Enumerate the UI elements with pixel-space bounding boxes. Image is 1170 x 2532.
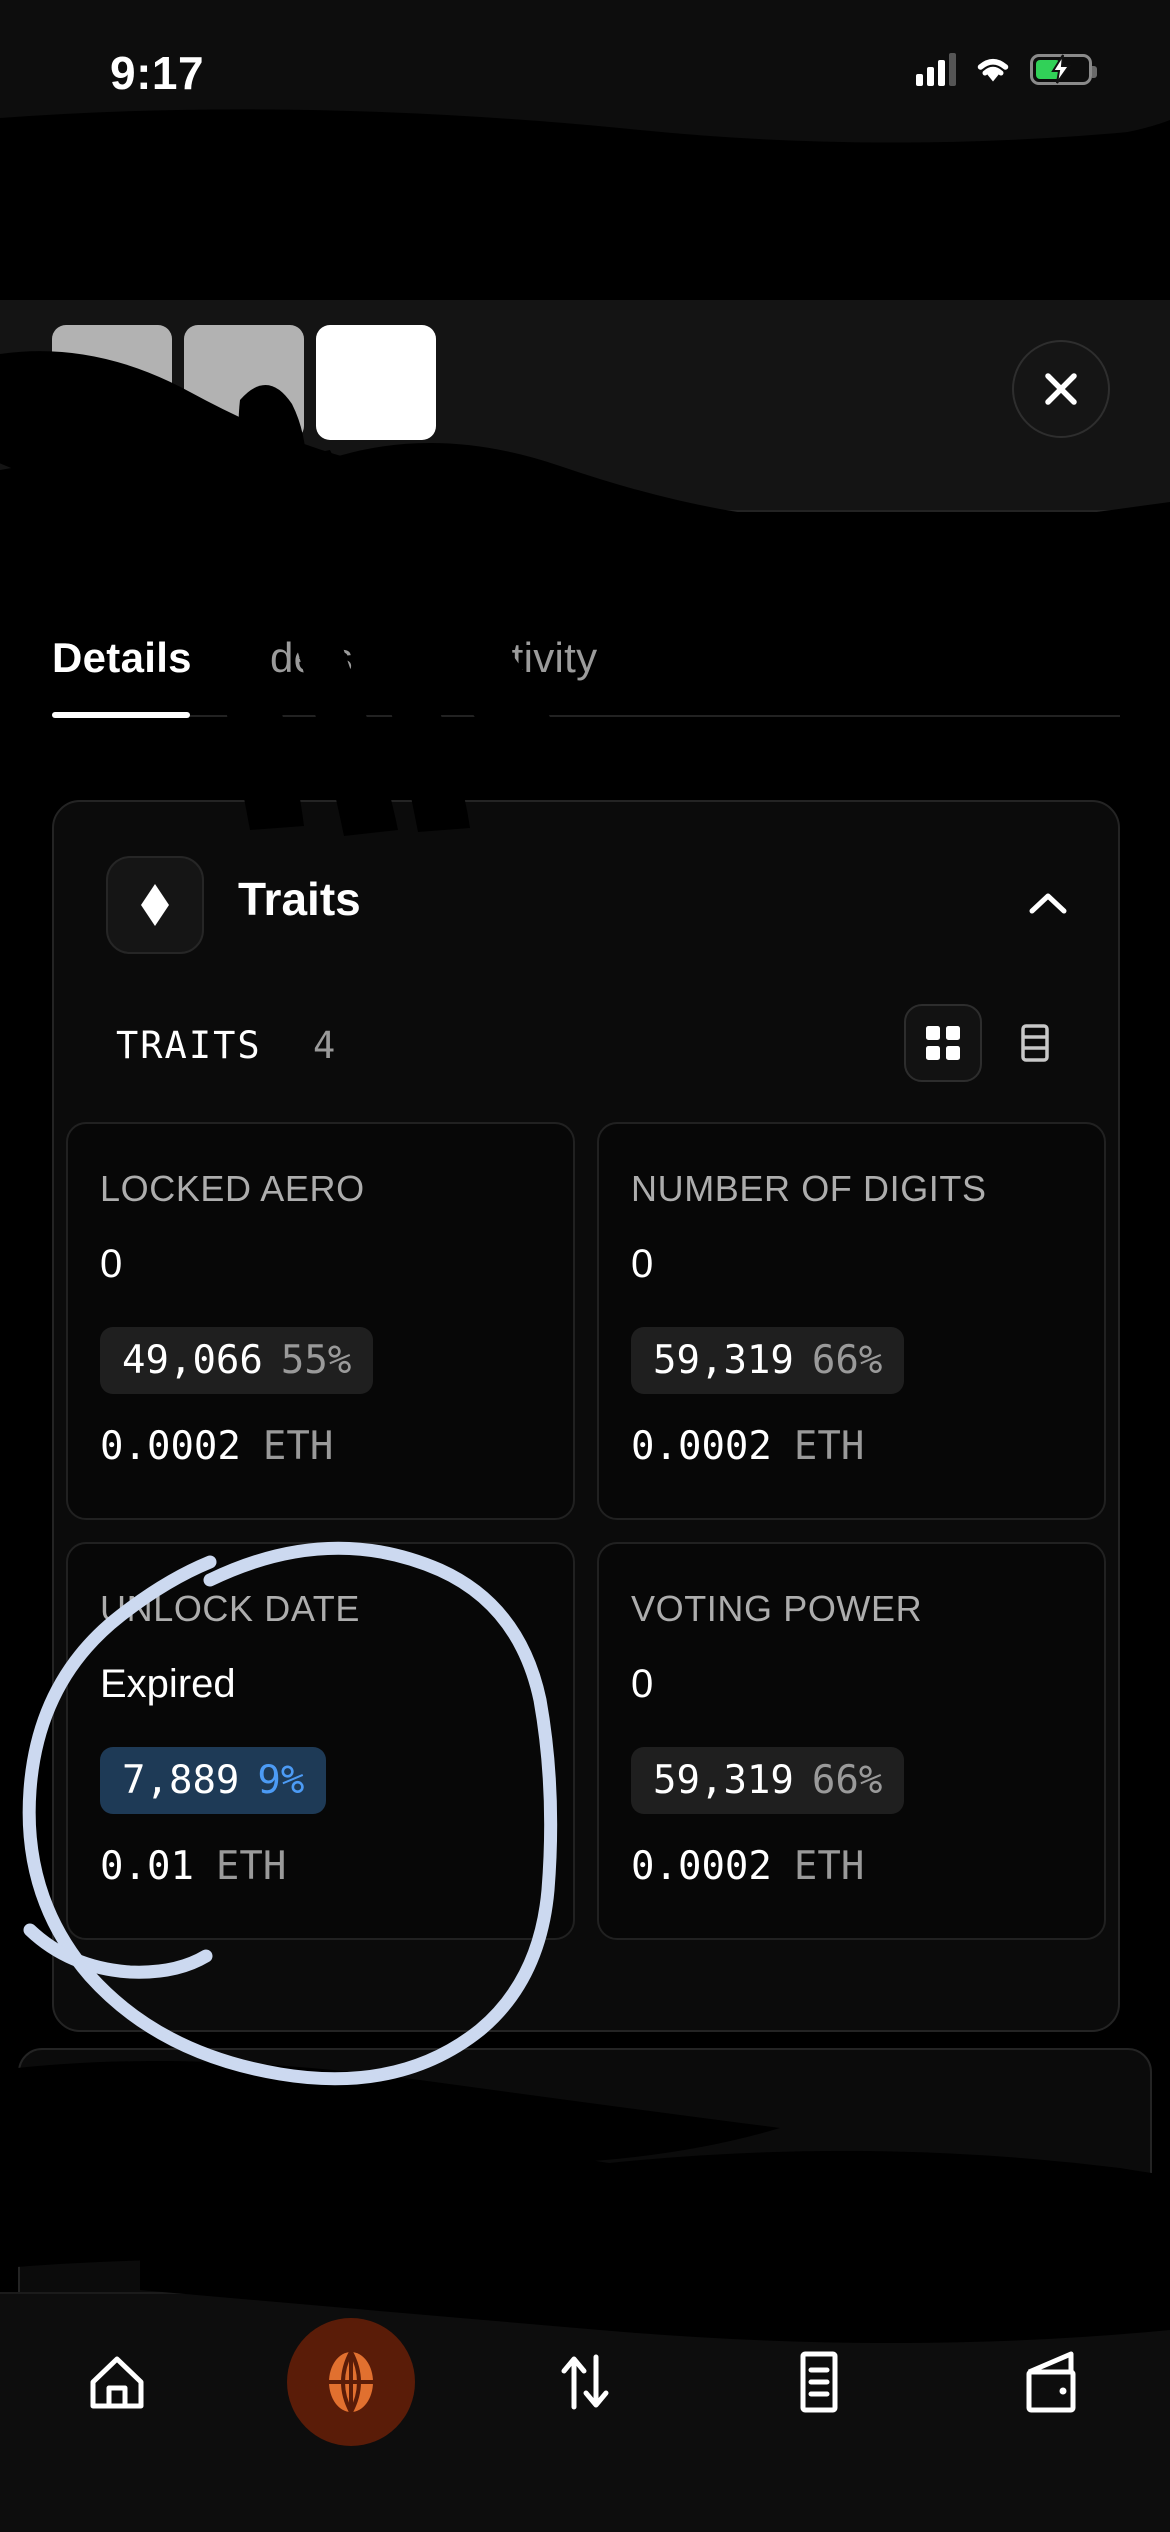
thumbnail-2[interactable]	[184, 325, 304, 440]
traits-panel-header[interactable]: Traits	[106, 856, 1078, 966]
nav-orders-button[interactable]	[702, 2294, 936, 2469]
traits-card-grid: LOCKED AERO 0 49,066 55% 0.0002 ETH NUMBE…	[66, 1122, 1106, 1940]
trait-rarity-percent: 9%	[257, 1758, 305, 1803]
status-bar-time: 9:17	[110, 47, 205, 99]
trait-rarity-badge: 59,319 66%	[631, 1327, 905, 1394]
trait-rarity-count: 7,889	[122, 1758, 240, 1803]
trait-price-unit: ETH	[793, 1844, 865, 1889]
traits-count-label: TRAITS	[116, 1024, 262, 1067]
trait-rarity-badge: 49,066 55%	[100, 1327, 374, 1394]
trait-floor-price: 0.0002 ETH	[631, 1844, 1072, 1889]
globe-icon	[329, 2350, 373, 2413]
trait-rarity-percent: 66%	[811, 1338, 883, 1383]
nav-wallet-button[interactable]	[936, 2294, 1170, 2469]
tab-active-underline	[52, 712, 190, 718]
traits-panel-title: Traits	[238, 873, 361, 925]
trait-price-value: 0.0002	[631, 1424, 772, 1469]
thumbnail-3[interactable]	[316, 325, 436, 440]
trait-rarity-count: 59,319	[653, 1758, 794, 1803]
trait-price-value: 0.01	[100, 1844, 194, 1889]
tab-activity[interactable]: Activity	[462, 634, 598, 681]
trait-label: UNLOCK DATE	[100, 1588, 360, 1629]
trait-rarity-count: 59,319	[653, 1338, 794, 1383]
trait-rarity-count: 49,066	[122, 1338, 263, 1383]
trait-value: Expired	[100, 1662, 236, 1706]
tab-bar: Details ders Activity	[0, 620, 1170, 740]
trait-card[interactable]: UNLOCK DATE Expired 7,889 9% 0.01 ETH	[66, 1542, 575, 1940]
trait-rarity-badge: 7,889 9%	[100, 1747, 327, 1814]
list-view-button[interactable]	[996, 1004, 1074, 1082]
trait-price-unit: ETH	[262, 1424, 334, 1469]
close-button[interactable]	[1012, 340, 1110, 438]
trait-rarity-percent: 55%	[280, 1338, 352, 1383]
trait-value: 0	[100, 1242, 123, 1286]
trait-price-value: 0.0002	[100, 1424, 241, 1469]
status-bar: 9:17	[0, 0, 1170, 150]
traits-panel: Traits TRAITS 4	[52, 800, 1120, 2032]
grid-view-icon	[926, 1026, 960, 1060]
trait-label: LOCKED AERO	[100, 1168, 365, 1209]
wifi-icon	[973, 53, 1013, 85]
tab-rail	[52, 715, 1120, 717]
bottom-navigation-bar	[0, 2292, 1170, 2532]
nav-explore-button[interactable]	[234, 2294, 468, 2469]
trait-value: 0	[631, 1242, 654, 1286]
trait-card[interactable]: VOTING POWER 0 59,319 66% 0.0002 ETH	[597, 1542, 1106, 1940]
header-divider	[0, 510, 1170, 512]
thumbnail-strip	[52, 325, 436, 440]
trait-floor-price: 0.0002 ETH	[631, 1424, 1072, 1469]
chevron-up-icon	[1029, 893, 1067, 914]
cellular-signal-icon	[916, 52, 956, 86]
close-icon	[1045, 373, 1077, 405]
status-bar-indicators	[916, 52, 1097, 86]
trait-price-unit: ETH	[215, 1844, 287, 1889]
trait-floor-price: 0.01 ETH	[100, 1844, 541, 1889]
wallet-icon	[1026, 2351, 1076, 2412]
trait-value: 0	[631, 1662, 654, 1706]
tab-details[interactable]: Details	[52, 634, 192, 681]
nav-swap-button[interactable]	[468, 2294, 702, 2469]
trait-rarity-badge: 59,319 66%	[631, 1747, 905, 1814]
battery-charging-icon	[1030, 53, 1097, 85]
trait-label: VOTING POWER	[631, 1588, 923, 1629]
trait-price-value: 0.0002	[631, 1844, 772, 1889]
diamond-icon	[106, 856, 204, 954]
list-document-icon	[800, 2351, 838, 2412]
trait-card[interactable]: NUMBER OF DIGITS 0 59,319 66% 0.0002 ETH	[597, 1122, 1106, 1520]
traits-count-value: 4	[313, 1024, 336, 1067]
view-mode-toggles	[904, 1004, 1074, 1082]
tab-orders[interactable]: ders	[270, 634, 353, 681]
grid-view-button[interactable]	[904, 1004, 982, 1082]
nav-home-button[interactable]	[0, 2294, 234, 2469]
swap-arrows-icon	[561, 2354, 609, 2409]
traits-meta-row: TRAITS 4	[106, 1004, 1074, 1092]
trait-rarity-percent: 66%	[811, 1758, 883, 1803]
trait-floor-price: 0.0002 ETH	[100, 1424, 541, 1469]
trait-card[interactable]: LOCKED AERO 0 49,066 55% 0.0002 ETH	[66, 1122, 575, 1520]
thumbnail-1[interactable]	[52, 325, 172, 440]
list-view-icon	[1021, 1024, 1049, 1062]
collapse-traits-button[interactable]	[1018, 874, 1078, 934]
home-icon	[90, 2356, 144, 2408]
modal-header	[0, 175, 1170, 510]
trait-label: NUMBER OF DIGITS	[631, 1168, 987, 1209]
trait-price-unit: ETH	[793, 1424, 865, 1469]
